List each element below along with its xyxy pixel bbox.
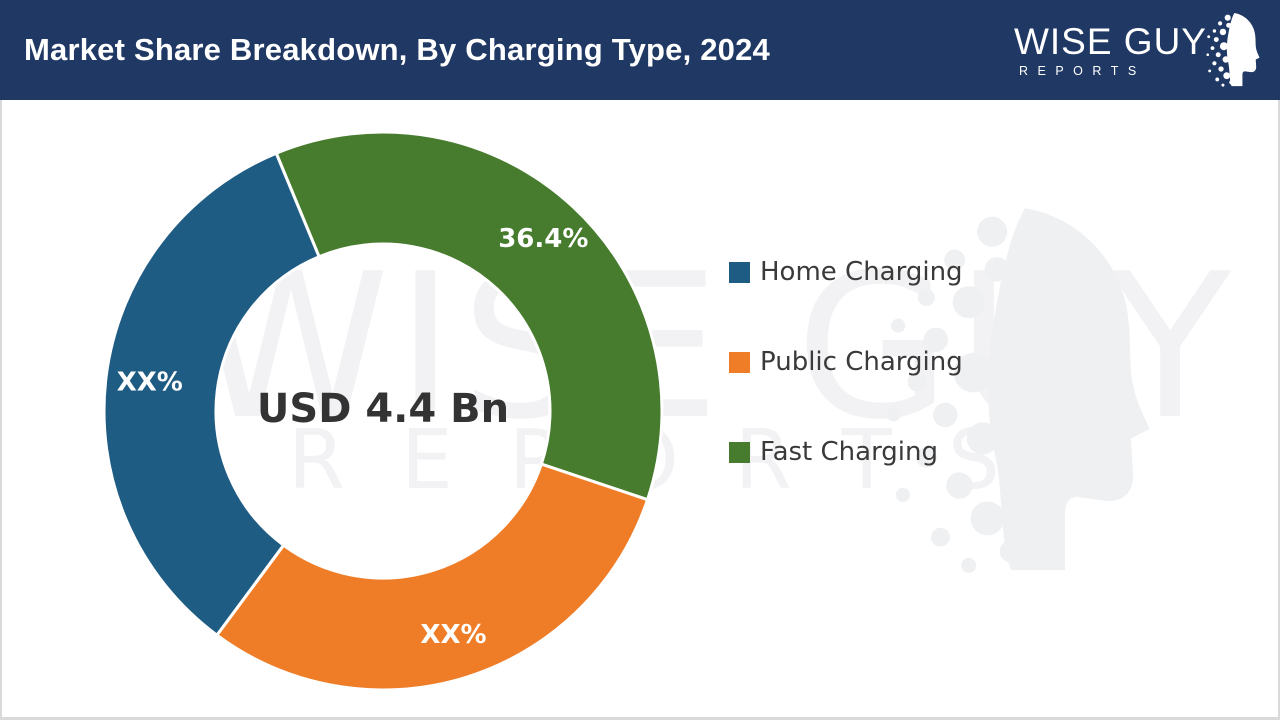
chart-center-value: USD 4.4 Bn	[256, 386, 510, 432]
legend-item-home-charging: Home Charging	[729, 256, 963, 288]
logo-wordmark: WISE GUY	[1013, 20, 1207, 62]
donut-segment-fast-charging	[274, 130, 664, 502]
logo-subtitle: REPORTS	[1018, 63, 1146, 78]
segment-percentage-label-public-charging: XX%	[420, 620, 486, 650]
segment-percentage-label-fast-charging: 36.4%	[498, 224, 588, 254]
legend-label: Fast Charging	[760, 437, 939, 467]
legend-label: Home Charging	[760, 257, 963, 287]
logo-text: WISE GUY REPORTS	[1014, 23, 1207, 78]
donut-segment-public-charging	[214, 462, 650, 692]
legend-item-public-charging: Public Charging	[729, 346, 963, 378]
chart-legend: Home Charging Public Charging Fast Chargin…	[729, 256, 963, 468]
legend-label: Public Charging	[760, 347, 963, 377]
legend-item-fast-charging: Fast Charging	[729, 436, 963, 468]
legend-swatch-fast-charging	[729, 441, 750, 463]
wiseguy-face-icon	[1206, 12, 1260, 87]
segment-percentage-label-home-charging: XX%	[117, 367, 183, 397]
wiseguy-reports-logo: WISE GUY REPORTS	[1014, 10, 1260, 90]
donut-segment-home-charging	[102, 151, 322, 638]
legend-swatch-public-charging	[729, 351, 750, 373]
page-title: Market Share Breakdown, By Charging Type…	[24, 32, 770, 67]
header-bar: Market Share Breakdown, By Charging Type…	[0, 0, 1280, 100]
legend-swatch-home-charging	[729, 261, 750, 283]
